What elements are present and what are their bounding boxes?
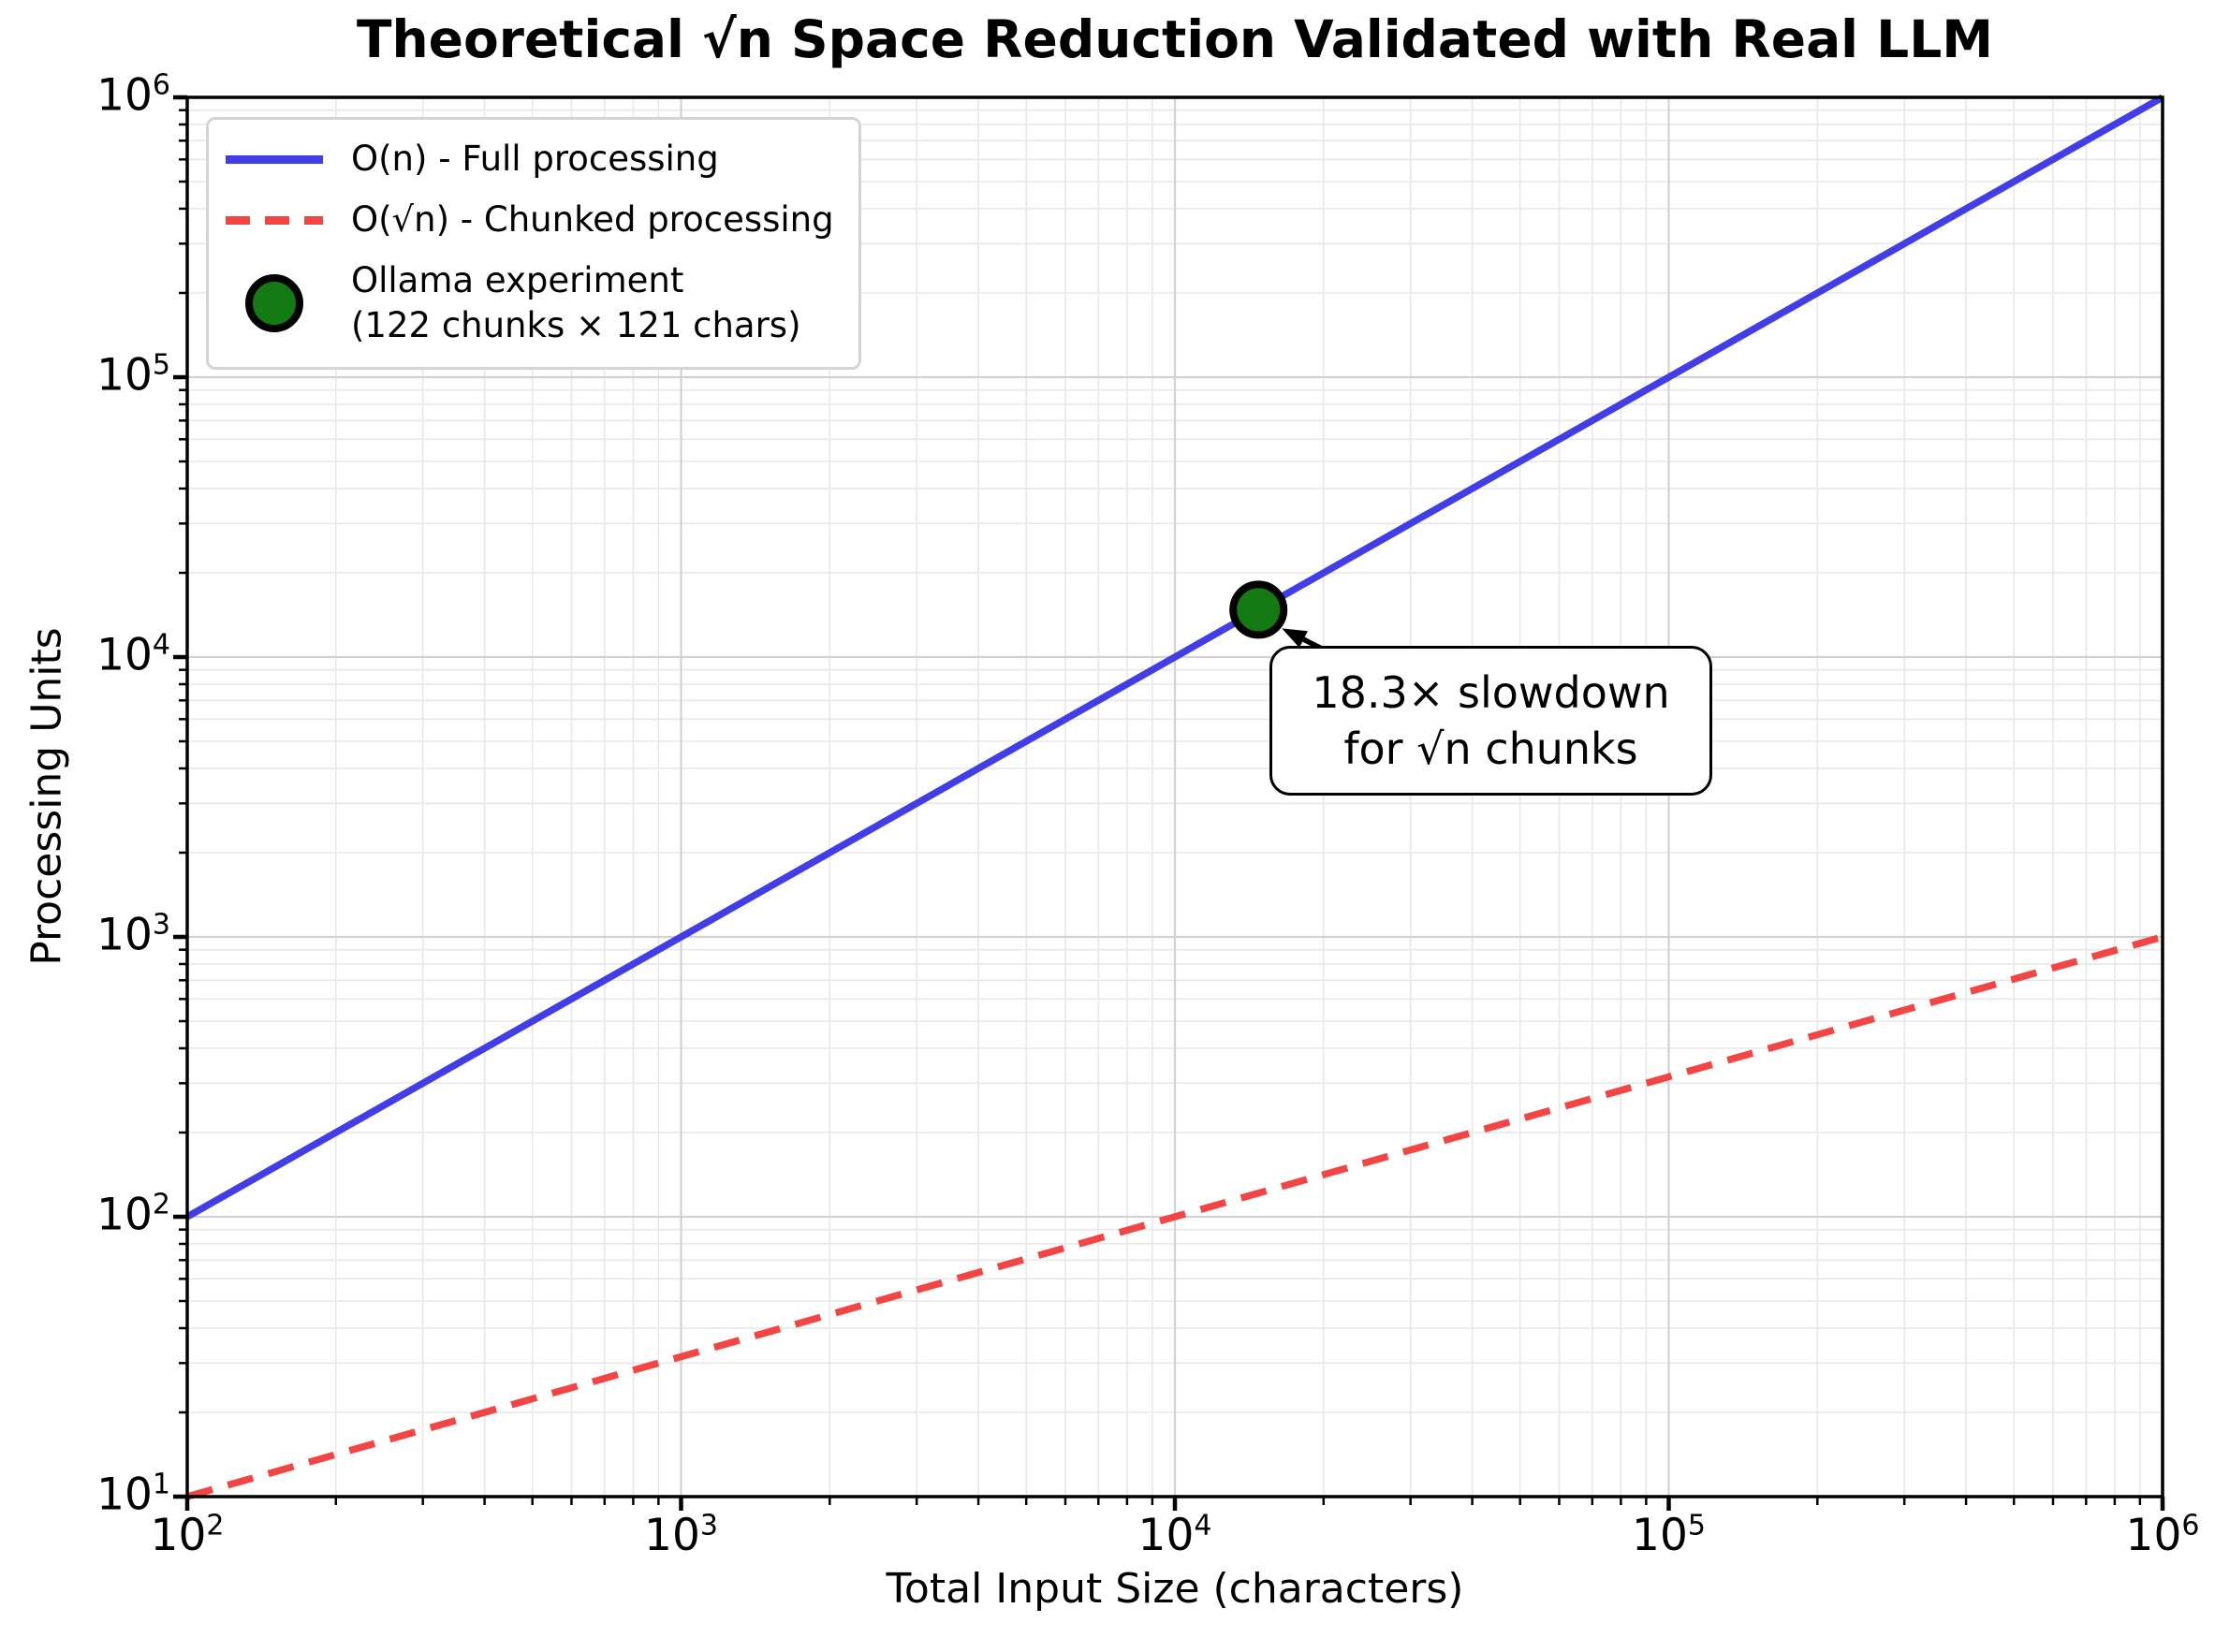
x-axis-label: Total Input Size (characters) (886, 1565, 1464, 1613)
legend-label: Ollama experiment (351, 260, 684, 300)
legend-label-line2: (122 chunks × 121 chars) (351, 305, 801, 345)
experiment-point (1229, 580, 1288, 639)
legend: O(n) - Full processing O(√n) - Chunked p… (206, 117, 861, 370)
legend-label: O(n) - Full processing (351, 139, 719, 179)
x-tick-label-1e6: 106 (2125, 1509, 2200, 1561)
y-tick-label-1e2: 102 (96, 1188, 170, 1241)
o-sqrt-n-line (185, 933, 2164, 1500)
annotation-line2: for √n chunks (1343, 724, 1638, 774)
annotation-callout: 18.3× slowdown for √n chunks (1269, 646, 1712, 796)
y-tick-label-1e1: 101 (96, 1468, 170, 1521)
legend-label: O(√n) - Chunked processing (351, 199, 834, 240)
x-tick-label-1e5: 105 (1632, 1509, 1706, 1561)
chart-title: Theoretical √n Space Reduction Validated… (356, 9, 1994, 69)
legend-line-sample-blue (226, 154, 323, 164)
y-tick-label-1e5: 105 (96, 348, 170, 402)
annotation-line1: 18.3× slowdown (1312, 667, 1670, 718)
o-n-line (185, 94, 2164, 1221)
y-tick-label-1e6: 106 (96, 68, 170, 122)
x-tick-label-1e2: 102 (150, 1509, 225, 1561)
legend-item-ollama-experiment: Ollama experiment (122 chunks × 121 char… (226, 258, 834, 348)
annotation-arrowhead (1282, 628, 1308, 649)
y-tick-label-1e3: 103 (96, 908, 170, 961)
x-tick-label-1e4: 104 (1137, 1509, 1212, 1561)
y-tick-label-1e4: 104 (96, 628, 170, 681)
legend-line-sample-red-dashed (226, 215, 323, 225)
legend-item-o-n: O(n) - Full processing (226, 137, 834, 182)
x-tick-label-1e3: 103 (644, 1509, 718, 1561)
legend-item-o-sqrt-n: O(√n) - Chunked processing (226, 197, 834, 242)
y-axis-label: Processing Units (22, 627, 71, 966)
legend-marker-sample-green-dot (226, 274, 323, 332)
